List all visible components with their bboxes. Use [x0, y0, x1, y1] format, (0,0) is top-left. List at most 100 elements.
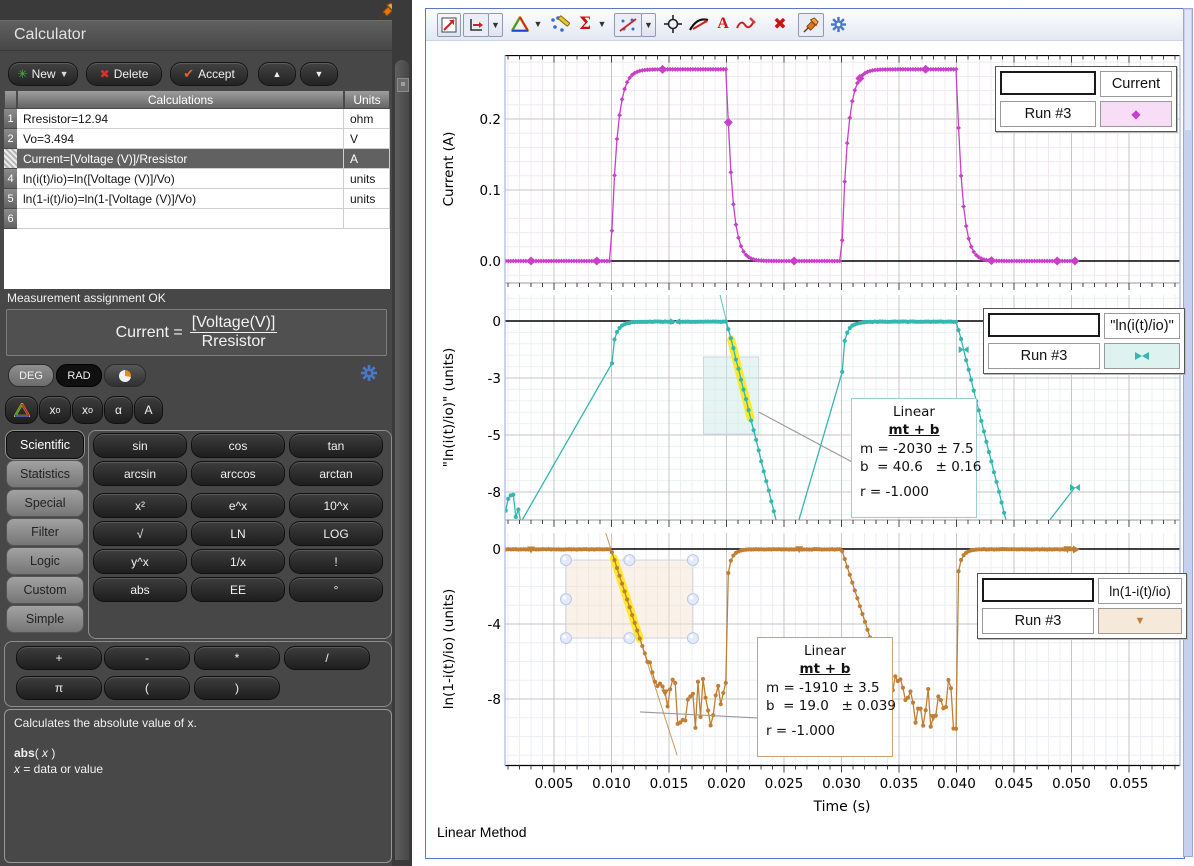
table-row-calculation[interactable]: ln(1-i(t)/io)=ln(1-[Voltage (V)]/Vo)	[17, 189, 344, 209]
coach-menu-caret[interactable]: ▼	[533, 19, 543, 29]
column-header-units[interactable]: Units	[344, 90, 390, 109]
key-LOG[interactable]: LOG	[289, 521, 383, 546]
settings-button[interactable]	[827, 13, 849, 35]
legend-series-label[interactable]: ln(1-i(t)/io)	[1098, 578, 1182, 604]
new-button[interactable]: ✳ New ▼	[8, 62, 78, 86]
key-tan[interactable]: tan	[289, 433, 383, 458]
function-fit-button[interactable]	[614, 13, 642, 37]
fit-info-box[interactable]: Linear mt + b m = -1910 ± 3.5 b = 19.0 ± 0.…	[757, 637, 896, 757]
key-x²[interactable]: x²	[93, 493, 187, 518]
row-number[interactable]: 5	[4, 189, 17, 209]
statistics-caret[interactable]: ▼	[597, 19, 607, 29]
legend-series-label[interactable]: Current	[1100, 71, 1172, 97]
scan-button[interactable]	[662, 13, 684, 35]
operator-+[interactable]: +	[16, 646, 102, 670]
operator--[interactable]: -	[104, 646, 190, 670]
pin-button[interactable]	[798, 13, 824, 37]
row-number[interactable]: 6	[4, 209, 17, 229]
column-header-calculations[interactable]: Calculations	[17, 90, 344, 109]
key-LN[interactable]: LN	[191, 521, 285, 546]
row-number[interactable]: 1	[4, 109, 17, 129]
scrollbar-thumb[interactable]	[1185, 10, 1191, 130]
key-![interactable]: !	[289, 549, 383, 574]
selection-handle[interactable]	[686, 554, 699, 567]
selection-handle[interactable]	[686, 632, 699, 645]
key-EE[interactable]: EE	[191, 577, 285, 602]
table-row-calculation[interactable]: Rresistor=12.94	[17, 109, 344, 129]
tab-statistics[interactable]: Statistics	[6, 460, 84, 488]
tab-special[interactable]: Special	[6, 489, 84, 517]
function-fit-caret[interactable]: ▼	[641, 13, 656, 37]
legend-marker-cell[interactable]: ▼	[1098, 608, 1182, 634]
edit-points-button[interactable]	[548, 13, 572, 35]
coach-logo-button[interactable]	[5, 396, 38, 424]
accept-button[interactable]: ✔ Accept	[170, 62, 248, 86]
quick-button-α[interactable]: α	[104, 396, 133, 424]
legend-series-label[interactable]: "ln(i(t)/io)"	[1104, 313, 1180, 339]
table-row-calculation[interactable]	[17, 209, 344, 229]
pan-zoom-caret[interactable]: ▼	[488, 13, 503, 37]
key-1/x[interactable]: 1/x	[191, 549, 285, 574]
key-°[interactable]: °	[289, 577, 383, 602]
table-row-unit[interactable]: ohm	[344, 109, 390, 129]
vertical-scrollbar[interactable]	[1183, 8, 1193, 857]
legend-run-label[interactable]: Run #3	[988, 343, 1100, 369]
key-arccos[interactable]: arccos	[191, 461, 285, 486]
legend[interactable]: ln(1-i(t)/io) Run #3 ▼	[977, 573, 1187, 639]
key-arctan[interactable]: arctan	[289, 461, 383, 486]
tab-logic[interactable]: Logic	[6, 547, 84, 575]
key-√[interactable]: √	[93, 521, 187, 546]
move-up-button[interactable]: ▲	[258, 62, 296, 86]
slope-button[interactable]	[687, 13, 711, 35]
panel-divider[interactable]	[392, 0, 412, 866]
rad-toggle[interactable]: RAD	[56, 364, 102, 387]
key-arcsin[interactable]: arcsin	[93, 461, 187, 486]
legend-marker-cell[interactable]	[1104, 343, 1180, 369]
key-y^x[interactable]: y^x	[93, 549, 187, 574]
operator-)[interactable]: )	[194, 676, 280, 700]
legend-marker-cell[interactable]: ◆	[1100, 101, 1172, 127]
legend-run-label[interactable]: Run #3	[1000, 101, 1096, 127]
tab-simple[interactable]: Simple	[6, 605, 84, 633]
operator-([interactable]: (	[104, 676, 190, 700]
table-row-calculation[interactable]: Vo=3.494	[17, 129, 344, 149]
selection-handle[interactable]	[623, 632, 636, 645]
calculator-titlebar[interactable]: Calculator	[0, 20, 392, 51]
row-number[interactable]: 3	[4, 149, 17, 169]
divider-bar[interactable]	[395, 60, 409, 860]
table-row-calculation[interactable]: Current=[Voltage (V)]/Rresistor	[17, 149, 344, 169]
tab-custom[interactable]: Custom	[6, 576, 84, 604]
fit-info-box[interactable]: Linear mt + b m = -2030 ± 7.5 b = 40.6 ± 0.…	[851, 398, 981, 518]
coach-menu-button[interactable]	[509, 13, 531, 35]
legend-input[interactable]	[988, 313, 1100, 337]
text-annotation-button[interactable]: A	[714, 13, 732, 35]
key-cos[interactable]: cos	[191, 433, 285, 458]
row-number[interactable]: 2	[4, 129, 17, 149]
legend-run-label[interactable]: Run #3	[982, 608, 1094, 634]
operator-*[interactable]: *	[194, 646, 280, 670]
legend[interactable]: "ln(i(t)/io)" Run #3	[983, 308, 1185, 374]
tab-filter[interactable]: Filter	[6, 518, 84, 546]
pan-zoom-button[interactable]	[463, 13, 489, 37]
table-row-unit[interactable]: units	[344, 169, 390, 189]
legend-input[interactable]	[982, 578, 1094, 602]
selection-handle[interactable]	[623, 554, 636, 567]
operator-π[interactable]: π	[16, 676, 102, 700]
legend-input[interactable]	[1000, 71, 1096, 95]
key-10^x[interactable]: 10^x	[289, 493, 383, 518]
key-sin[interactable]: sin	[93, 433, 187, 458]
sketch-button[interactable]	[734, 13, 758, 35]
deg-toggle[interactable]: DEG	[8, 364, 54, 387]
move-down-button[interactable]: ▼	[300, 62, 338, 86]
table-row-unit[interactable]: A	[344, 149, 390, 169]
table-row-unit[interactable]	[344, 209, 390, 229]
operator-/[interactable]: /	[284, 646, 370, 670]
table-row-calculation[interactable]: ln(i(t)/io)=ln([Voltage (V)]/Vo)	[17, 169, 344, 189]
key-e^x[interactable]: e^x	[191, 493, 285, 518]
quick-button-A[interactable]: A	[134, 396, 163, 424]
key-abs[interactable]: abs	[93, 577, 187, 602]
selection-handle[interactable]	[559, 554, 572, 567]
selection-handle[interactable]	[559, 593, 572, 606]
